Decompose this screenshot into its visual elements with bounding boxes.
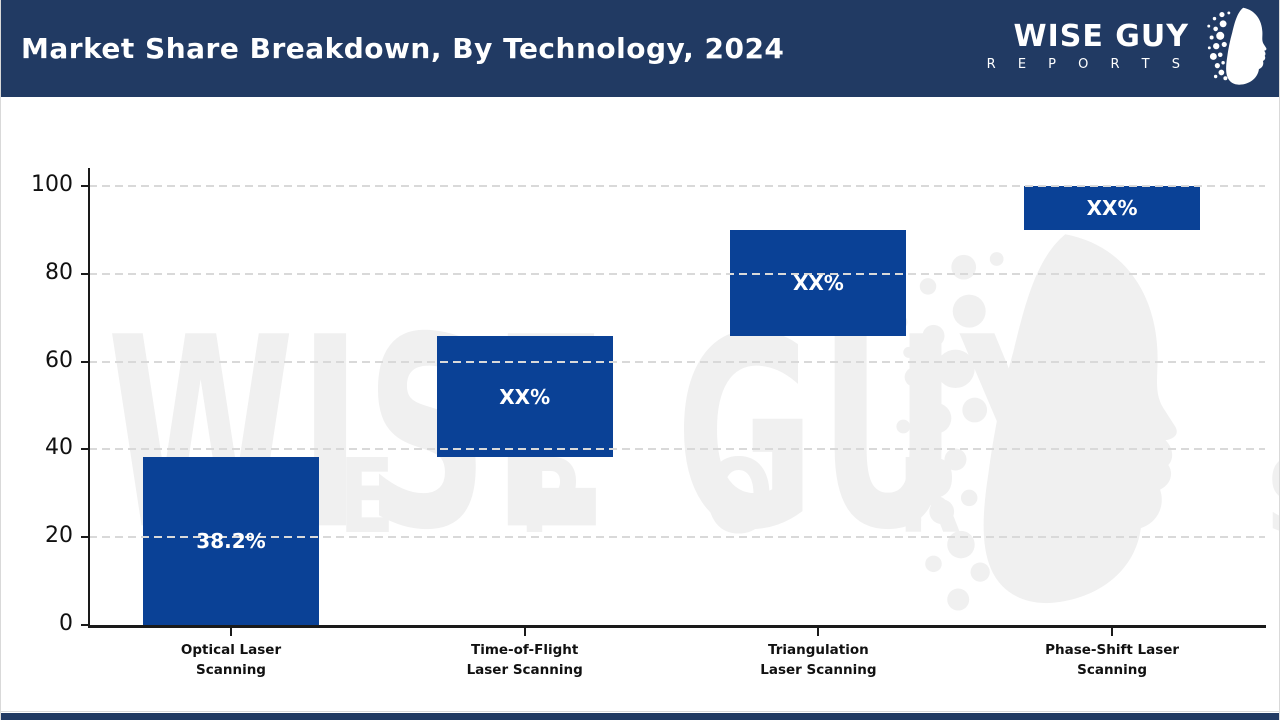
- bar-value-label-4: XX%: [1086, 195, 1138, 220]
- y-tick-label-0: 0: [59, 611, 73, 636]
- gridline-100: [89, 185, 1265, 187]
- footer-banner: [1, 713, 1279, 720]
- footer-divider: [1, 711, 1279, 712]
- category-label-line: Triangulation: [768, 642, 869, 658]
- y-tick-label-40: 40: [45, 435, 73, 461]
- category-label-2: Time-of-Flight Laser Scanning: [395, 640, 655, 680]
- brand-face-icon: [1207, 7, 1267, 85]
- category-label-line: Laser Scanning: [760, 662, 877, 678]
- y-axis-line: [88, 168, 90, 627]
- category-label-4: Phase-Shift Laser Scanning: [982, 640, 1242, 680]
- y-tick-label-20: 20: [45, 523, 73, 549]
- category-label-line: Scanning: [196, 662, 266, 678]
- category-label-line: Phase-Shift Laser: [1045, 642, 1180, 658]
- brand-logo-tagline: R E P O R T S: [986, 57, 1189, 72]
- category-label-line: Time-of-Flight: [470, 642, 579, 658]
- waterfall-bar-4: [1024, 186, 1201, 230]
- y-tick-mark-40: [81, 448, 89, 451]
- y-tick-label-80: 80: [45, 259, 73, 285]
- category-label-line: Scanning: [1077, 662, 1148, 678]
- header-banner: Market Share Breakdown, By Technology, 2…: [1, 0, 1279, 97]
- y-tick-mark-100: [81, 185, 89, 187]
- x-tick-mark-3: [817, 628, 820, 636]
- category-label-line: Laser Scanning: [466, 662, 583, 678]
- x-tick-mark-1: [230, 628, 232, 636]
- page-title: Market Share Breakdown, By Technology, 2…: [21, 32, 785, 65]
- y-tick-label-60: 60: [45, 347, 73, 373]
- y-tick-mark-0: [81, 624, 89, 626]
- category-label-line: Optical Laser: [180, 642, 282, 658]
- category-label-3: Triangulation Laser Scanning: [688, 640, 948, 680]
- brand-logo: WISE GUY R E P O R T S: [981, 20, 1189, 74]
- y-tick-mark-60: [81, 360, 89, 363]
- x-tick-mark-2: [523, 628, 526, 636]
- y-tick-mark-20: [81, 536, 89, 539]
- watermark-face-icon: [893, 234, 1177, 611]
- y-tick-label-100: 100: [31, 172, 73, 197]
- brand-logo-name: WISE GUY: [1013, 19, 1189, 54]
- category-label-1: Optical Laser Scanning: [101, 640, 361, 680]
- y-tick-mark-80: [81, 272, 89, 275]
